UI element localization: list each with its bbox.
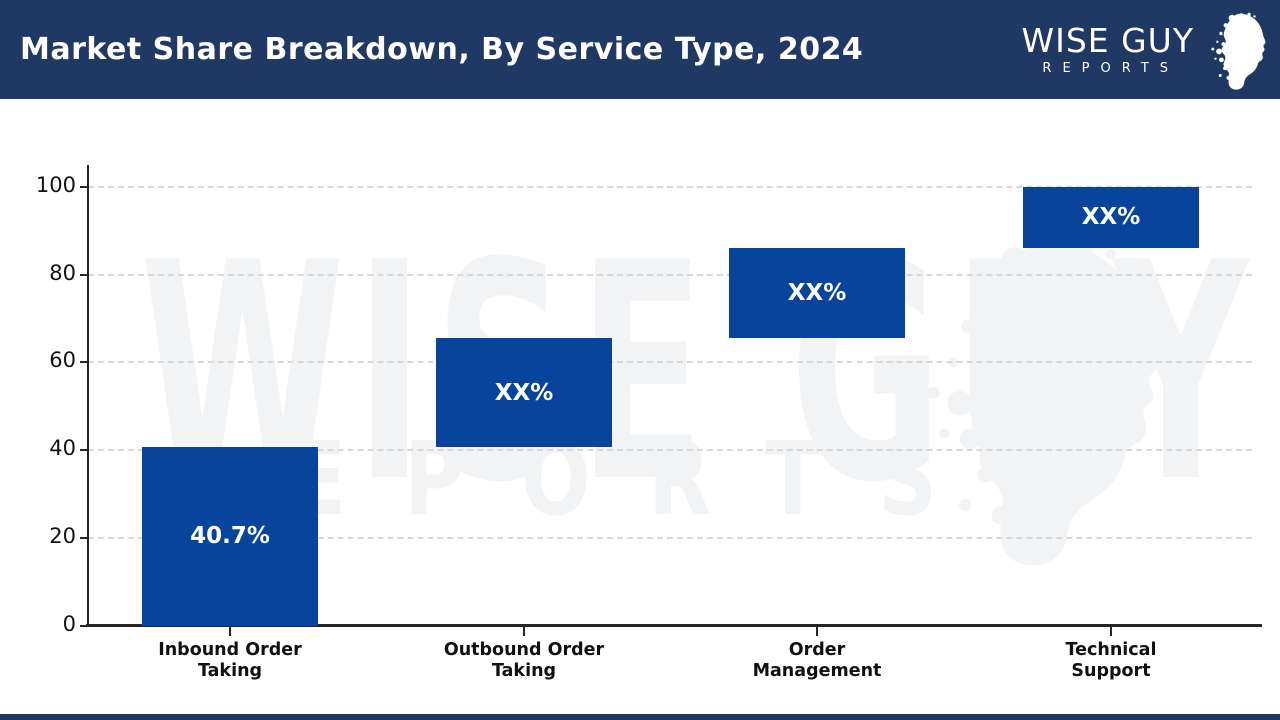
header-bar: Market Share Breakdown, By Service Type,… (0, 0, 1280, 99)
x-tick-1 (229, 627, 231, 636)
x-tick-4 (1110, 627, 1112, 636)
bar-2: XX% (436, 338, 612, 447)
y-axis-line (87, 165, 89, 626)
logo-wordmark: WISE GUY (1021, 20, 1194, 60)
y-tick-label-40: 40 (49, 436, 76, 461)
gridline-60 (88, 361, 1252, 364)
bar-value-label-2: XX% (494, 379, 554, 406)
wise-guy-reports-logo: WISE GUY REPORTS (1021, 0, 1268, 99)
bar-value-label-1: 40.7% (190, 523, 270, 550)
y-tick-label-100: 100 (35, 172, 76, 197)
y-tick-label-80: 80 (49, 260, 76, 285)
y-tick-20 (80, 536, 88, 539)
x-tick-2 (523, 627, 525, 636)
dotted-head-icon (1196, 9, 1268, 91)
y-tick-60 (80, 361, 88, 364)
gridline-100 (88, 185, 1252, 188)
bar-4: XX% (1023, 186, 1199, 249)
category-label-2: Outbound Order Taking (443, 640, 605, 681)
x-tick-3 (816, 627, 818, 636)
y-tick-80 (80, 273, 88, 276)
gridline-20 (88, 536, 1252, 539)
y-tick-100 (80, 185, 88, 188)
y-tick-40 (80, 449, 88, 452)
gridline-80 (88, 273, 1252, 276)
category-label-3: Order Management (752, 640, 882, 681)
category-label-4: Technical Support (1065, 640, 1157, 681)
y-tick-label-20: 20 (49, 523, 76, 548)
bar-1: 40.7% (142, 447, 318, 626)
logo-text: WISE GUY REPORTS (1021, 20, 1194, 76)
bar-value-label-4: XX% (1081, 204, 1141, 231)
bar-value-label-3: XX% (787, 280, 847, 307)
y-tick-label-60: 60 (49, 348, 76, 373)
gridline-40 (88, 449, 1252, 452)
page-title: Market Share Breakdown, By Service Type,… (20, 32, 864, 67)
category-label-1: Inbound Order Taking (158, 640, 302, 681)
y-tick-label-0: 0 (62, 611, 76, 636)
x-axis-line (86, 624, 1262, 627)
footer-bar (0, 714, 1280, 720)
y-tick-0 (80, 624, 88, 627)
logo-subtitle: REPORTS (1042, 60, 1180, 76)
bar-3: XX% (729, 248, 905, 339)
